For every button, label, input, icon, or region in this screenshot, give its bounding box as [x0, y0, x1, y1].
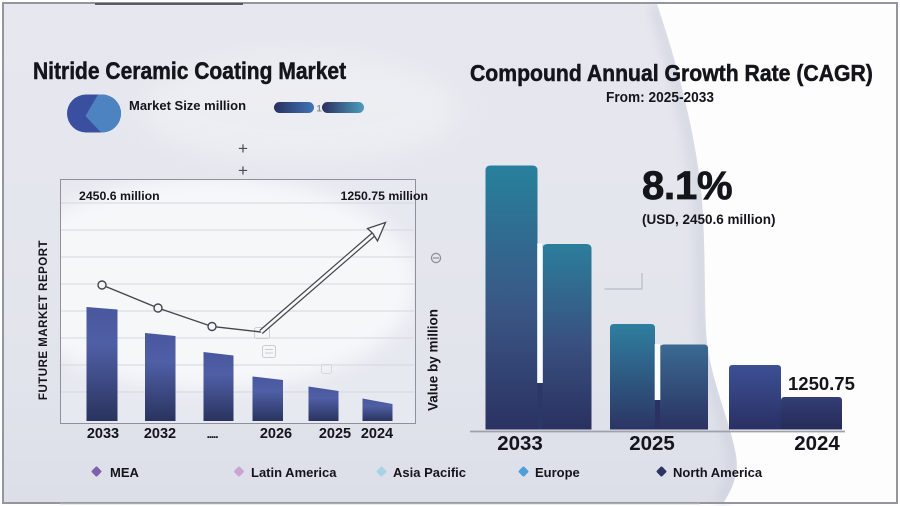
svg-text:1: 1 — [317, 104, 323, 115]
